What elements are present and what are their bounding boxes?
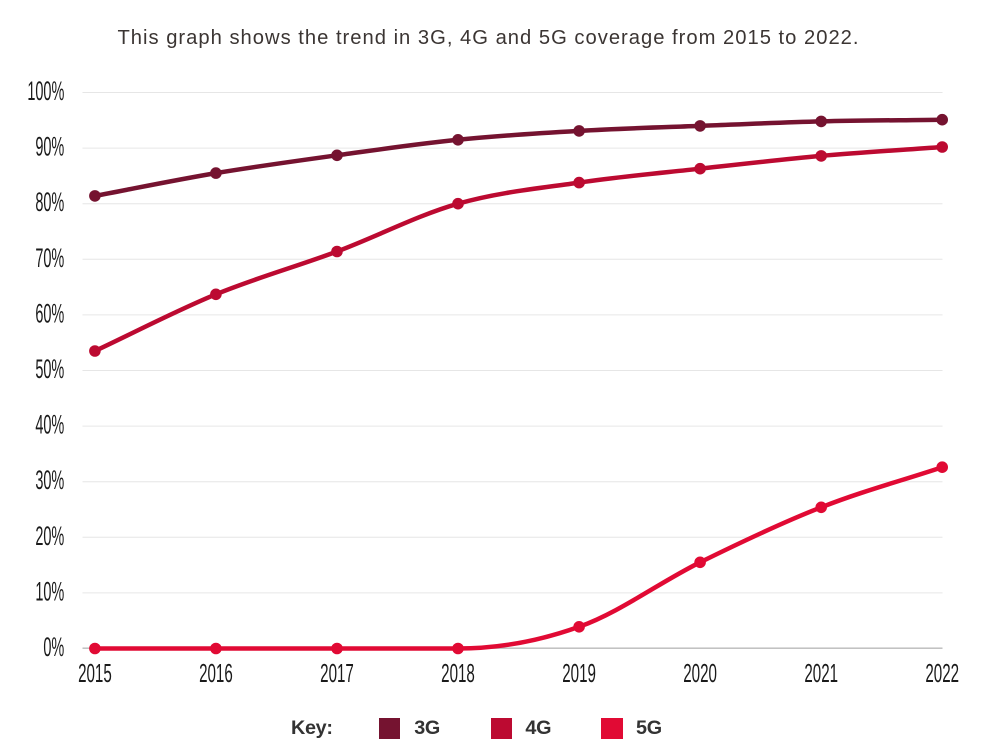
svg-text:2019: 2019 bbox=[562, 660, 596, 688]
svg-text:80%: 80% bbox=[35, 188, 64, 218]
svg-text:2021: 2021 bbox=[804, 660, 838, 688]
svg-text:2015: 2015 bbox=[78, 660, 112, 688]
svg-text:2020: 2020 bbox=[683, 660, 717, 688]
svg-text:2018: 2018 bbox=[441, 660, 475, 688]
svg-text:50%: 50% bbox=[35, 354, 64, 384]
svg-text:0%: 0% bbox=[43, 632, 64, 662]
svg-text:90%: 90% bbox=[35, 132, 64, 162]
svg-text:20%: 20% bbox=[35, 521, 64, 551]
svg-text:60%: 60% bbox=[35, 299, 64, 329]
svg-text:2022: 2022 bbox=[925, 660, 959, 688]
svg-text:40%: 40% bbox=[35, 410, 64, 440]
svg-text:10%: 10% bbox=[35, 577, 64, 607]
svg-text:2016: 2016 bbox=[199, 660, 233, 688]
svg-text:70%: 70% bbox=[35, 243, 64, 273]
svg-text:2017: 2017 bbox=[320, 660, 354, 688]
svg-text:30%: 30% bbox=[35, 466, 64, 496]
svg-text:100%: 100% bbox=[27, 76, 64, 106]
